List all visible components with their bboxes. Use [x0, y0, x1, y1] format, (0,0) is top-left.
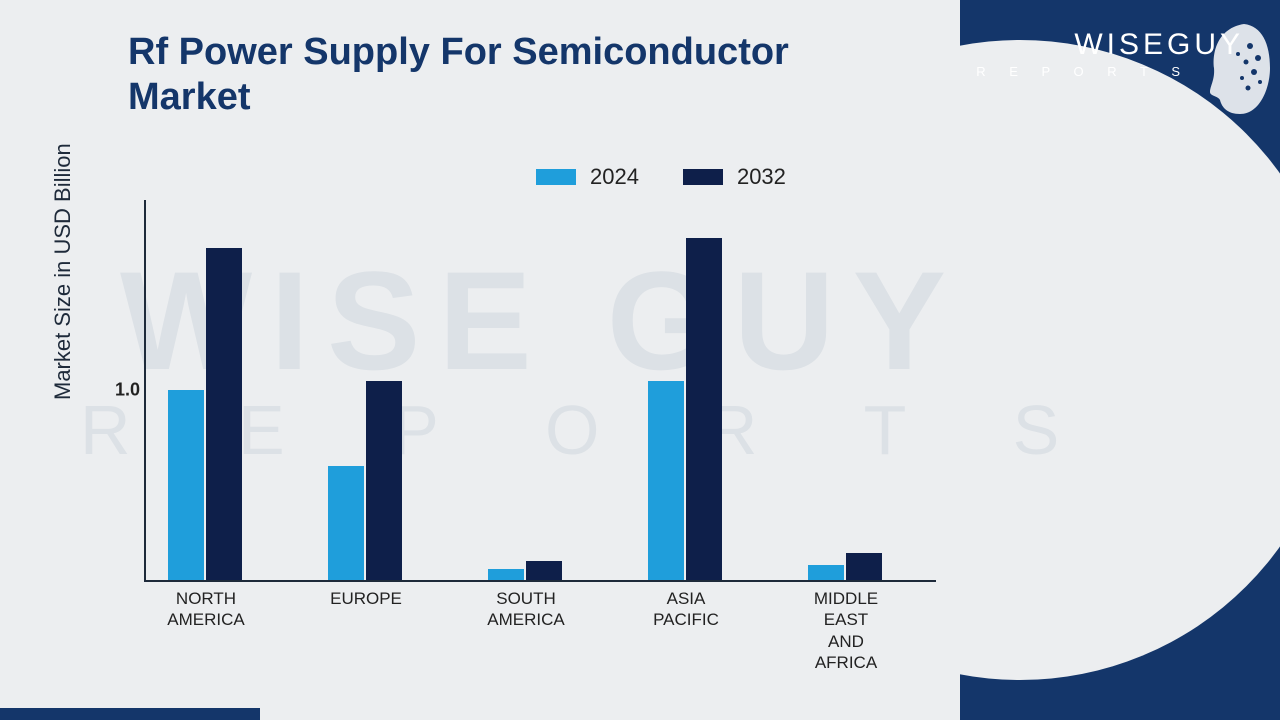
legend-item-2024: 2024 [536, 164, 639, 190]
legend-label: 2032 [737, 164, 786, 190]
category-label: ASIA PACIFIC [653, 588, 719, 631]
y-tick-label: 1.0 [115, 380, 140, 401]
category-label: SOUTH AMERICA [487, 588, 564, 631]
bar-group: EUROPE [316, 200, 416, 580]
legend-swatch [683, 169, 723, 185]
bar-2024 [328, 466, 364, 580]
brand-sub: R E P O R T S [976, 64, 1190, 79]
bar-group: ASIA PACIFIC [636, 200, 736, 580]
chart-title: Rf Power Supply For Semiconductor Market [128, 30, 848, 120]
bar-2032 [206, 248, 242, 581]
chart: Market Size in USD Billion 2024 2032 1.0… [56, 160, 956, 700]
bottom-accent-bar [0, 708, 260, 720]
bar-2032 [526, 561, 562, 580]
bar-2032 [686, 238, 722, 580]
y-axis-label: Market Size in USD Billion [50, 143, 76, 400]
category-label: EUROPE [330, 588, 402, 609]
legend: 2024 2032 [536, 164, 786, 190]
bar-2024 [648, 381, 684, 581]
legend-swatch [536, 169, 576, 185]
bar-group: SOUTH AMERICA [476, 200, 576, 580]
bar-2024 [488, 569, 524, 580]
infographic: WISEGUY R E P O R T S WISE GUY R E P O R… [0, 0, 1280, 720]
bar-group: MIDDLE EAST AND AFRICA [796, 200, 896, 580]
brand-name: WISEGUY [1074, 28, 1244, 62]
category-label: MIDDLE EAST AND AFRICA [814, 588, 878, 673]
legend-item-2032: 2032 [683, 164, 786, 190]
bar-2032 [366, 381, 402, 581]
bar-group: NORTH AMERICA [156, 200, 256, 580]
bar-2024 [168, 390, 204, 580]
category-label: NORTH AMERICA [167, 588, 244, 631]
legend-label: 2024 [590, 164, 639, 190]
bar-2024 [808, 565, 844, 580]
bar-2032 [846, 553, 882, 580]
plot-area: 1.0 NORTH AMERICAEUROPESOUTH AMERICAASIA… [144, 200, 936, 582]
